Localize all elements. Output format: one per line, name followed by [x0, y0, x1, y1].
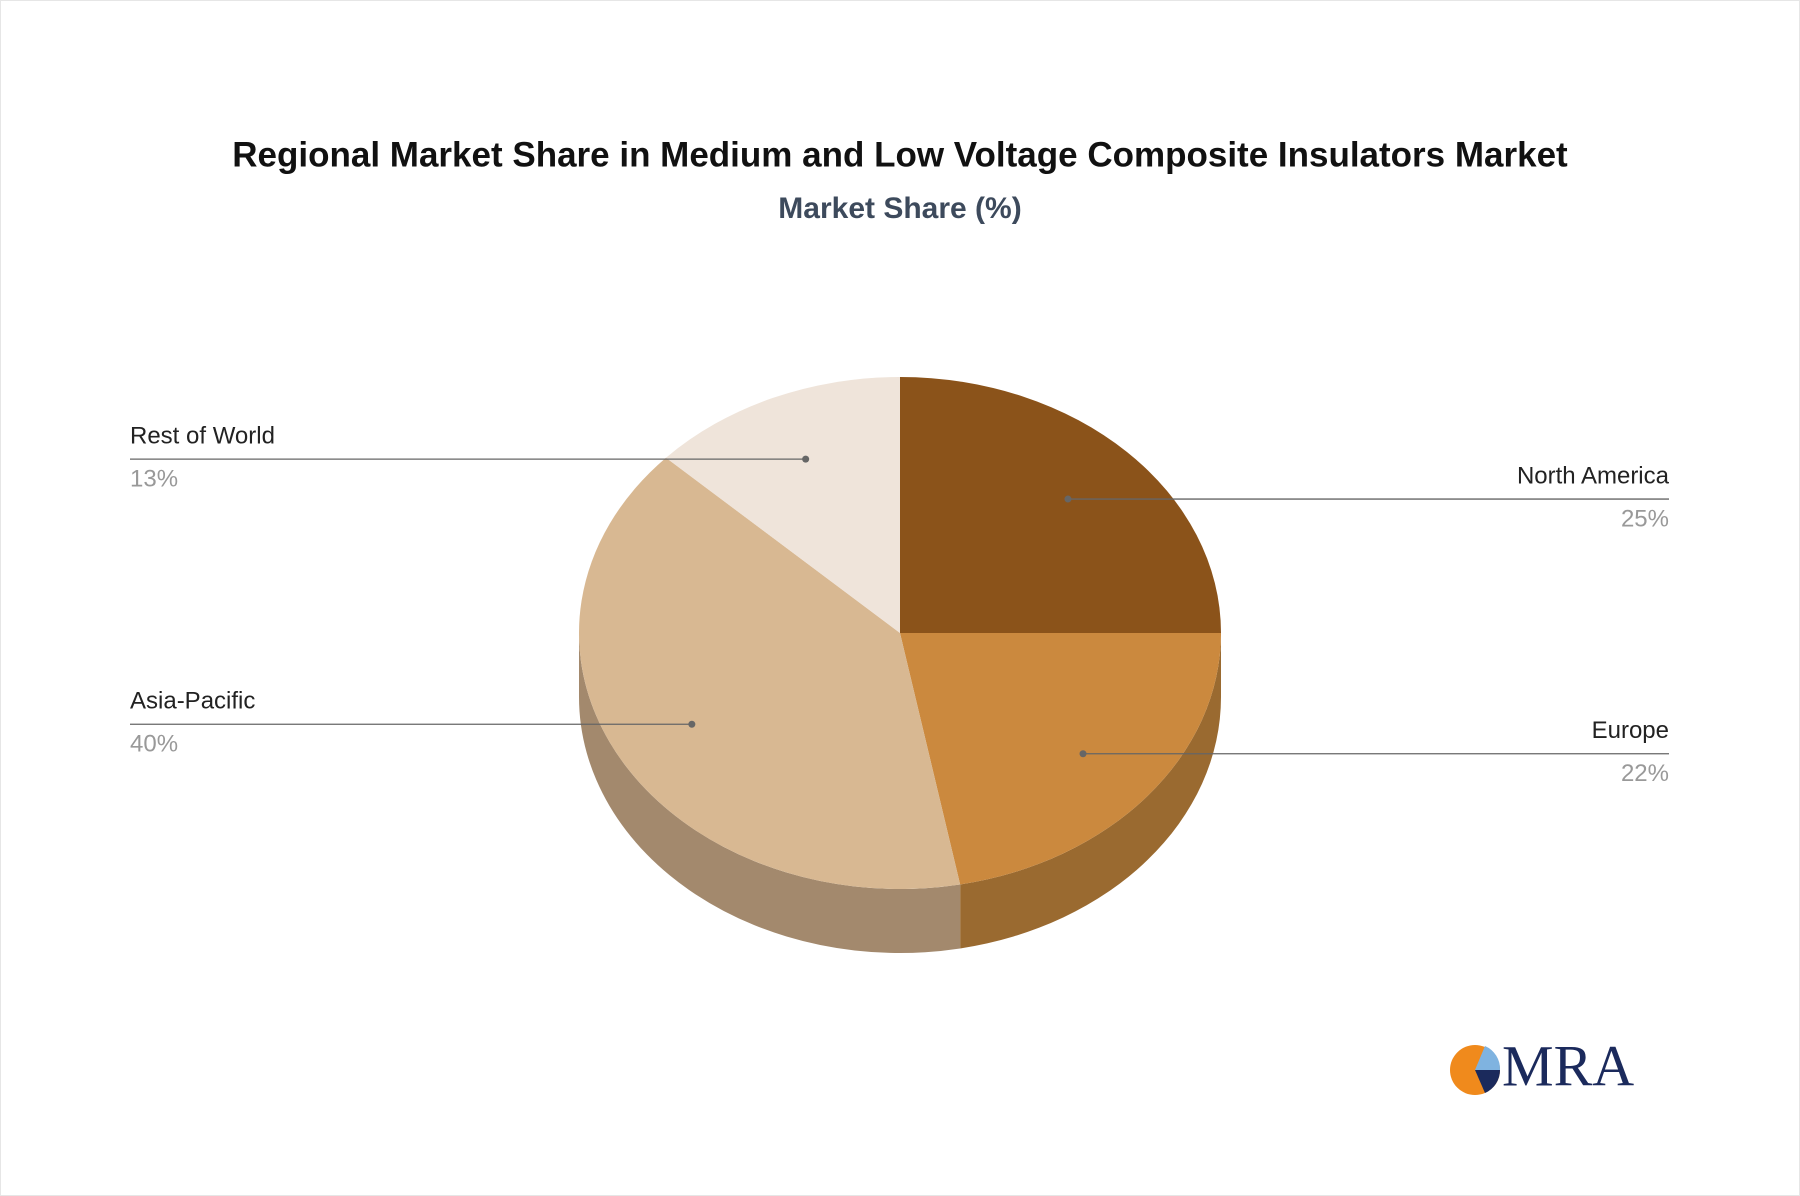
slice-side: [960, 633, 1221, 949]
value-label: 13%: [130, 465, 178, 492]
value-label: 22%: [1621, 760, 1669, 787]
labels: North America 25% Europe 22% Asia-Pacific 40%…: [130, 422, 1670, 787]
leader-dot: [802, 455, 810, 463]
logo-wedge: [1475, 1046, 1501, 1070]
chart-title: Regional Market Share in Medium and Low …: [232, 135, 1568, 174]
pie: [579, 377, 1221, 954]
slice: [900, 377, 1221, 633]
value-label: 40%: [130, 731, 178, 758]
logo: MRA: [1450, 1033, 1634, 1098]
chart-subtitle: Market Share (%): [778, 192, 1021, 225]
leader-dot: [688, 720, 696, 728]
logo-wedge: [1475, 1070, 1501, 1093]
category-label: Asia-Pacific: [130, 688, 255, 715]
slice-side: [579, 633, 961, 954]
leader-dot: [1079, 750, 1087, 758]
category-label: Europe: [1592, 717, 1669, 744]
value-label: 25%: [1621, 505, 1669, 532]
logo-text: MRA: [1502, 1033, 1634, 1098]
category-label: North America: [1517, 462, 1670, 489]
slice: [666, 377, 900, 633]
slice: [900, 633, 1221, 885]
slice: [579, 457, 961, 889]
leader-dot: [1064, 495, 1072, 503]
category-label: Rest of World: [130, 422, 275, 449]
